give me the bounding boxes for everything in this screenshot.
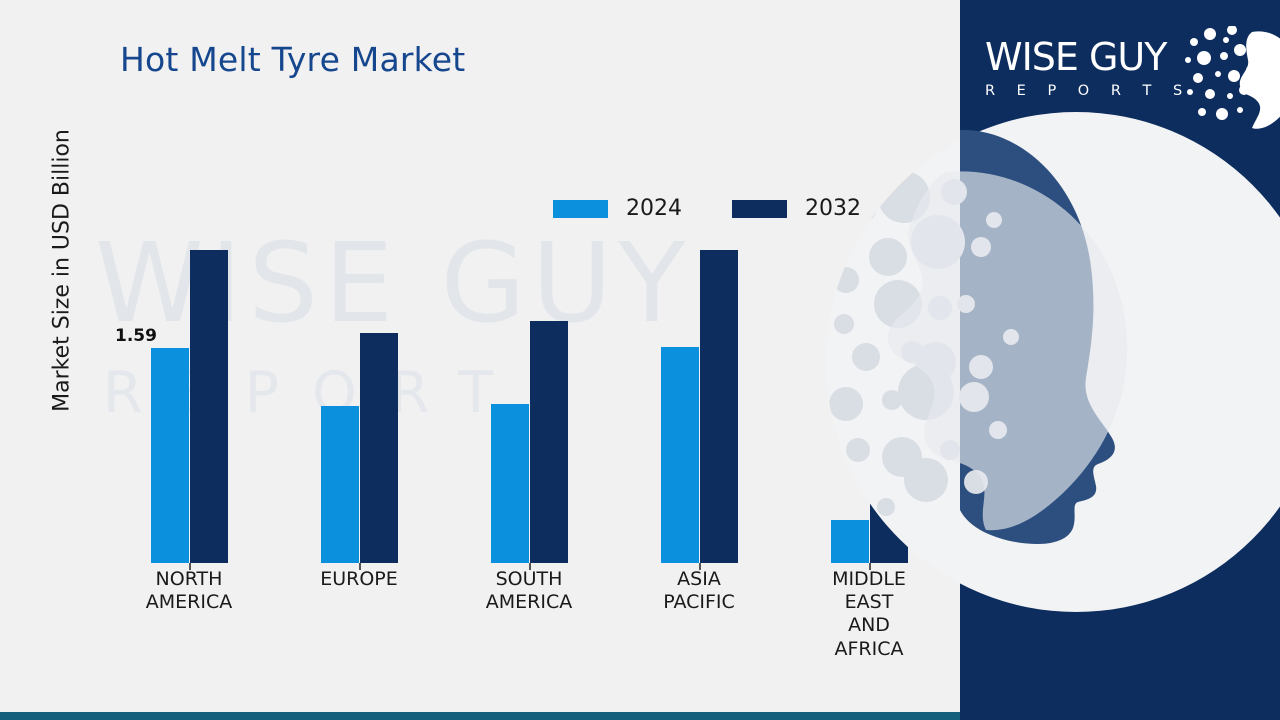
y-axis-label: Market Size in USD Billion (49, 129, 75, 412)
x-axis-tick (869, 563, 871, 570)
x-axis-category-label: ASIA PACIFIC (663, 568, 735, 614)
x-axis-tick (699, 563, 701, 570)
logo-dotted-head-icon (1180, 25, 1280, 136)
legend-item-2032[interactable]: 2032 (732, 196, 911, 221)
logo-main-text: WISE GUY (985, 35, 1167, 79)
chart-area: Market Size in USD Billion 1.59 NORTH AME… (49, 129, 940, 660)
x-axis-category-label: NORTH AMERICA (145, 568, 233, 614)
legend-label-2032: 2032 (805, 196, 861, 221)
logo-sub-text: R E P O R T S (985, 83, 1191, 99)
chart-legend: 2024 2032 (553, 196, 911, 221)
bar-group: 1.59 (115, 220, 228, 570)
panel-bottom-accent (960, 712, 1280, 720)
bar-2024[interactable] (661, 346, 699, 563)
bottom-accent-strip (0, 712, 960, 720)
legend-item-2024[interactable]: 2024 (553, 196, 732, 221)
bar-2032[interactable] (190, 249, 228, 563)
legend-swatch-2024 (553, 199, 608, 218)
page-title: Hot Melt Tyre Market (120, 40, 466, 79)
bar-value-label: 1.59 (115, 326, 157, 347)
x-axis-category-label: SOUTH AMERICA (485, 568, 573, 614)
x-axis-tick (529, 563, 531, 570)
bar-2024[interactable] (151, 348, 189, 563)
x-axis-tick (359, 563, 361, 570)
legend-swatch-2032 (732, 199, 787, 218)
bar-2024[interactable] (491, 403, 529, 563)
bar-group (661, 220, 738, 570)
x-axis-tick (189, 563, 191, 570)
plot-bars-container: 1.59 (110, 220, 940, 570)
bar-2032[interactable] (530, 321, 568, 563)
brand-logo: WISE GUY R E P O R T S (985, 25, 1280, 129)
bar-2032[interactable] (360, 333, 398, 563)
bar-2024[interactable] (831, 519, 869, 563)
bar-2032[interactable] (700, 249, 738, 563)
bar-group (491, 220, 568, 570)
bar-group (321, 220, 398, 570)
legend-label-2024: 2024 (626, 196, 682, 221)
x-axis-category-label: MIDDLE EAST AND AFRICA (832, 568, 906, 660)
x-axis-category-label: EUROPE (320, 568, 398, 590)
bar-2024[interactable] (321, 406, 359, 563)
